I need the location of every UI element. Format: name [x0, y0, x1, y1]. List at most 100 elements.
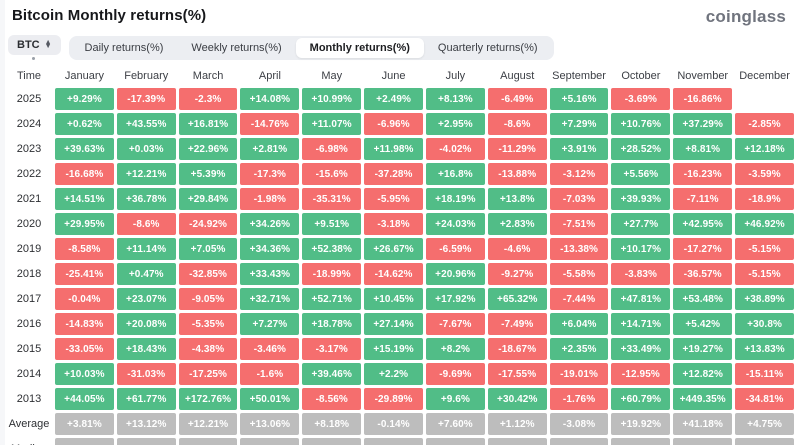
table-row-2016: 2016 -14.83% +20.08% -5.35% +7.27% +18.78% +27… — [6, 313, 794, 335]
return-cell: -24.92% — [178, 213, 238, 235]
table-row-average: Average +3.81% +13.12% +12.21% +13.06% +8.18%… — [6, 413, 794, 435]
return-cell: +14.08% — [240, 88, 300, 110]
return-cell: +4.75% — [735, 413, 794, 435]
return-cell: -36.57% — [673, 263, 733, 285]
return-cell: +10.03% — [55, 363, 114, 385]
return-cell: +8.20% — [425, 438, 485, 445]
return-cell: +2.35% — [549, 338, 609, 360]
return-cell: -14.76% — [240, 113, 300, 135]
return-cell: -14.83% — [55, 313, 114, 335]
row-label: 2022 — [16, 168, 42, 180]
row-label: 2017 — [16, 293, 42, 305]
return-cell: -17.39% — [116, 88, 176, 110]
return-cell: +9.51% — [302, 438, 362, 445]
return-cell: +19.27% — [673, 338, 733, 360]
return-cell: +52.71% — [302, 288, 362, 310]
tab-daily-returns[interactable]: Daily returns(%) — [71, 38, 178, 58]
return-cell: +0.62% — [55, 113, 114, 135]
return-cell: +15.19% — [364, 338, 423, 360]
return-cell: +18.78% — [302, 313, 362, 335]
return-cell: +61.77% — [116, 388, 176, 410]
column-header-august: August — [500, 70, 535, 82]
return-cell: +65.32% — [487, 288, 547, 310]
return-cell: +14.71% — [611, 313, 671, 335]
return-cell: +14.51% — [55, 188, 114, 210]
column-header-december: December — [739, 70, 790, 82]
return-cell: +5.42% — [673, 313, 733, 335]
return-cell: -5.95% — [364, 188, 423, 210]
return-cell: -17.25% — [178, 363, 238, 385]
row-label: 2023 — [16, 143, 42, 155]
return-cell: +11.14% — [116, 238, 176, 260]
return-cell: +9.51% — [302, 213, 362, 235]
return-cell: -18.67% — [487, 338, 547, 360]
return-cell: -18.9% — [735, 188, 794, 210]
tab-weekly-returns[interactable]: Weekly returns(%) — [177, 38, 295, 58]
column-header-january: January — [64, 70, 104, 82]
return-cell: +7.29% — [549, 113, 609, 135]
return-cell: -7.03% — [549, 188, 609, 210]
return-cell: +16.8% — [425, 163, 485, 185]
return-cell: -25.41% — [55, 263, 114, 285]
return-cell: +5.16% — [549, 88, 609, 110]
return-cell: -9.05% — [178, 288, 238, 310]
return-cell: +13.06% — [240, 413, 300, 435]
return-cell: -31.03% — [116, 363, 176, 385]
monthly-returns-table: Time January February March April May June July… — [6, 66, 794, 445]
return-cell: +17.92% — [425, 288, 485, 310]
return-cell: -6.98% — [302, 138, 362, 160]
return-cell: -17.55% — [487, 363, 547, 385]
returns-tab-group: Daily returns(%) Weekly returns(%) Monthly… — [68, 35, 554, 60]
return-cell: -0.04% — [55, 288, 114, 310]
return-cell: -6.59% — [425, 238, 485, 260]
table-row-2017: 2017 -0.04% +23.07% -9.05% +32.71% +52.71% +10… — [6, 288, 794, 310]
return-cell: -0.14% — [364, 413, 423, 435]
table-row-2023: 2023 +39.63% +0.03% +22.96% +2.81% -6.98% +11.… — [6, 138, 794, 160]
return-cell: -8.6% — [487, 113, 547, 135]
return-cell: +29.84% — [178, 188, 238, 210]
return-cell: -5.15% — [735, 238, 794, 260]
return-cell: +9.29% — [55, 88, 114, 110]
row-label: 2016 — [16, 318, 42, 330]
return-cell: -9.69% — [425, 363, 485, 385]
table-row-median: Median+0.62%+12.21%-2.30%+7.27%+9.51%+2.… — [6, 438, 794, 445]
row-label: 2013 — [16, 393, 42, 405]
return-cell: -4.6% — [487, 238, 547, 260]
return-cell: -5.35% — [178, 313, 238, 335]
return-cell: +449.35% — [673, 388, 733, 410]
return-cell: +23.07% — [116, 288, 176, 310]
return-cell: +43.55% — [116, 113, 176, 135]
row-label: 2024 — [16, 118, 42, 130]
return-cell: +50.01% — [240, 388, 300, 410]
return-cell: -16.23% — [673, 163, 733, 185]
return-cell: +14.71% — [611, 438, 671, 445]
column-header-february: February — [124, 70, 169, 82]
return-cell: -6.96% — [364, 113, 423, 135]
return-cell: -3.12% — [549, 438, 609, 445]
return-cell: +172.76% — [178, 388, 238, 410]
table-row-2020: 2020 +29.95% -8.6% -24.92% +34.26% +9.51% -3.1… — [6, 213, 794, 235]
return-cell: -3.22% — [735, 438, 794, 445]
return-cell: +37.29% — [673, 113, 733, 135]
return-cell: +41.18% — [673, 413, 733, 435]
return-cell: -7.44% — [549, 288, 609, 310]
return-cell: -2.30% — [178, 438, 238, 445]
row-label: Average — [8, 418, 50, 430]
column-header-may: May — [321, 70, 343, 82]
return-cell: -37.28% — [364, 163, 423, 185]
return-cell: -1.76% — [549, 388, 609, 410]
tab-monthly-returns[interactable]: Monthly returns(%) — [295, 37, 424, 58]
return-cell: +24.03% — [425, 213, 485, 235]
symbol-selector-btc[interactable]: BTC ▲ ▼ — [8, 35, 61, 55]
row-label: 2014 — [16, 368, 42, 380]
column-header-september: September — [552, 70, 606, 82]
return-cell: +0.47% — [116, 263, 176, 285]
return-cell: +12.82% — [673, 363, 733, 385]
return-cell: +12.21% — [178, 413, 238, 435]
table-row-2018: 2018 -25.41% +0.47% -32.85% +33.43% -18.99% -1… — [6, 263, 794, 285]
tab-quarterly-returns[interactable]: Quarterly returns(%) — [424, 38, 552, 58]
return-cell: +39.46% — [302, 363, 362, 385]
return-cell: +8.13% — [425, 88, 485, 110]
return-cell: +13.12% — [116, 413, 176, 435]
